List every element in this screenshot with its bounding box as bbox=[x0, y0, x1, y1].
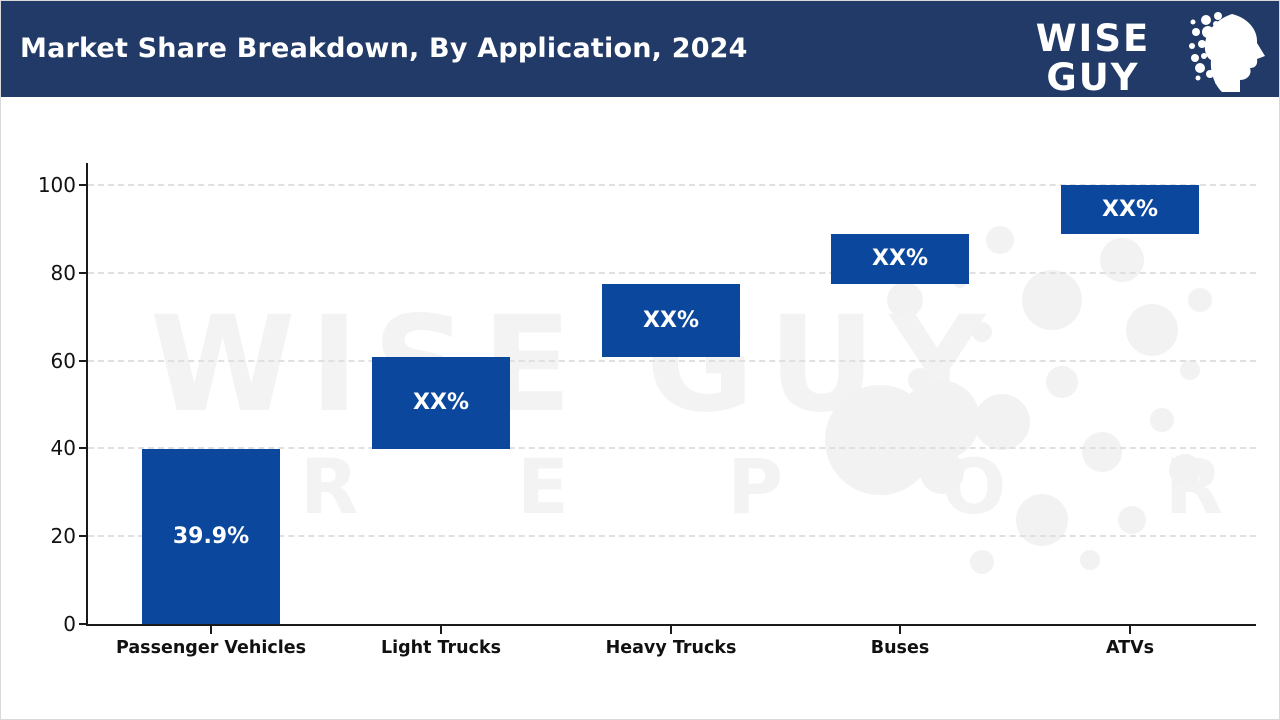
watermark-dot bbox=[986, 226, 1014, 254]
watermark-dot bbox=[1016, 494, 1068, 546]
gridline bbox=[88, 271, 1256, 274]
x-axis-category-label: Passenger Vehicles bbox=[115, 638, 306, 658]
x-axis-category-label: Heavy Trucks bbox=[605, 638, 737, 658]
bar-passenger-vehicles: 39.9% bbox=[142, 448, 280, 624]
bar-value-label: XX% bbox=[413, 390, 469, 416]
x-axis-line bbox=[86, 624, 1256, 626]
header-band: Market Share Breakdown, By Application, … bbox=[0, 0, 1280, 128]
x-axis-category-label: Buses bbox=[870, 638, 930, 658]
watermark-dot bbox=[1180, 360, 1200, 380]
watermark-dot bbox=[900, 380, 980, 460]
x-axis-tick bbox=[210, 626, 212, 634]
x-axis-tick bbox=[1129, 626, 1131, 634]
watermark-dot bbox=[1150, 408, 1174, 432]
watermark-dot bbox=[1080, 550, 1100, 570]
gridline bbox=[88, 535, 1256, 538]
chart-title: Market Share Breakdown, By Application, … bbox=[20, 33, 748, 64]
y-axis-tick-label: 60 bbox=[50, 348, 76, 373]
y-axis-tick-label: 0 bbox=[63, 612, 76, 636]
watermark-dot bbox=[1022, 270, 1082, 330]
y-axis-tick bbox=[79, 271, 87, 274]
watermark-dot bbox=[1046, 366, 1078, 398]
gridline bbox=[88, 184, 1256, 186]
y-axis-tick bbox=[79, 623, 87, 625]
logo-head-icon bbox=[1189, 12, 1265, 92]
gridline bbox=[88, 359, 1256, 362]
watermark-dot bbox=[1126, 304, 1178, 356]
y-axis-tick bbox=[79, 535, 87, 538]
x-axis-tick bbox=[670, 626, 672, 634]
y-axis-tick bbox=[79, 359, 87, 362]
bar-value-label: XX% bbox=[872, 246, 928, 272]
watermark-dot bbox=[1118, 506, 1146, 534]
y-axis-tick-label: 100 bbox=[37, 173, 76, 197]
gridline bbox=[88, 447, 1256, 450]
watermark-dot bbox=[1169, 454, 1201, 486]
logo-wordmark: WISE GUY bbox=[1035, 17, 1151, 99]
y-axis-tick-label: 80 bbox=[50, 260, 76, 285]
x-axis-category-label: Light Trucks bbox=[380, 638, 502, 658]
bar-buses: XX% bbox=[831, 233, 969, 285]
bar-value-label: XX% bbox=[1102, 196, 1158, 222]
bar-value-label: 39.9% bbox=[172, 523, 250, 549]
watermark-dot bbox=[1100, 238, 1144, 282]
watermark-dot bbox=[1188, 288, 1212, 312]
bar-value-label: XX% bbox=[643, 308, 699, 334]
watermark-dot bbox=[1082, 432, 1122, 472]
logo-subtitle: R E P O R T S bbox=[1018, 99, 1174, 128]
y-axis-tick bbox=[79, 447, 87, 450]
watermark-dot bbox=[974, 394, 1030, 450]
y-axis-line bbox=[86, 163, 88, 626]
watermark-dot bbox=[887, 282, 923, 318]
watermark-dot bbox=[972, 322, 992, 342]
bar-atvs: XX% bbox=[1061, 185, 1199, 234]
wise-guy-reports-logo: WISE GUY R E P O R T S bbox=[1000, 8, 1266, 128]
x-axis-category-label: ATVs bbox=[1105, 638, 1155, 658]
y-axis-tick-label: 40 bbox=[50, 436, 76, 461]
bar-heavy-trucks: XX% bbox=[602, 284, 740, 358]
logo-text: WISE GUY R E P O R T S bbox=[1000, 17, 1186, 128]
bar-light-trucks: XX% bbox=[372, 357, 510, 449]
y-axis-tick bbox=[79, 184, 87, 186]
y-axis-tick-label: 20 bbox=[50, 524, 76, 549]
x-axis-tick bbox=[440, 626, 442, 634]
watermark-dot bbox=[970, 550, 994, 574]
x-axis-tick bbox=[899, 626, 901, 634]
